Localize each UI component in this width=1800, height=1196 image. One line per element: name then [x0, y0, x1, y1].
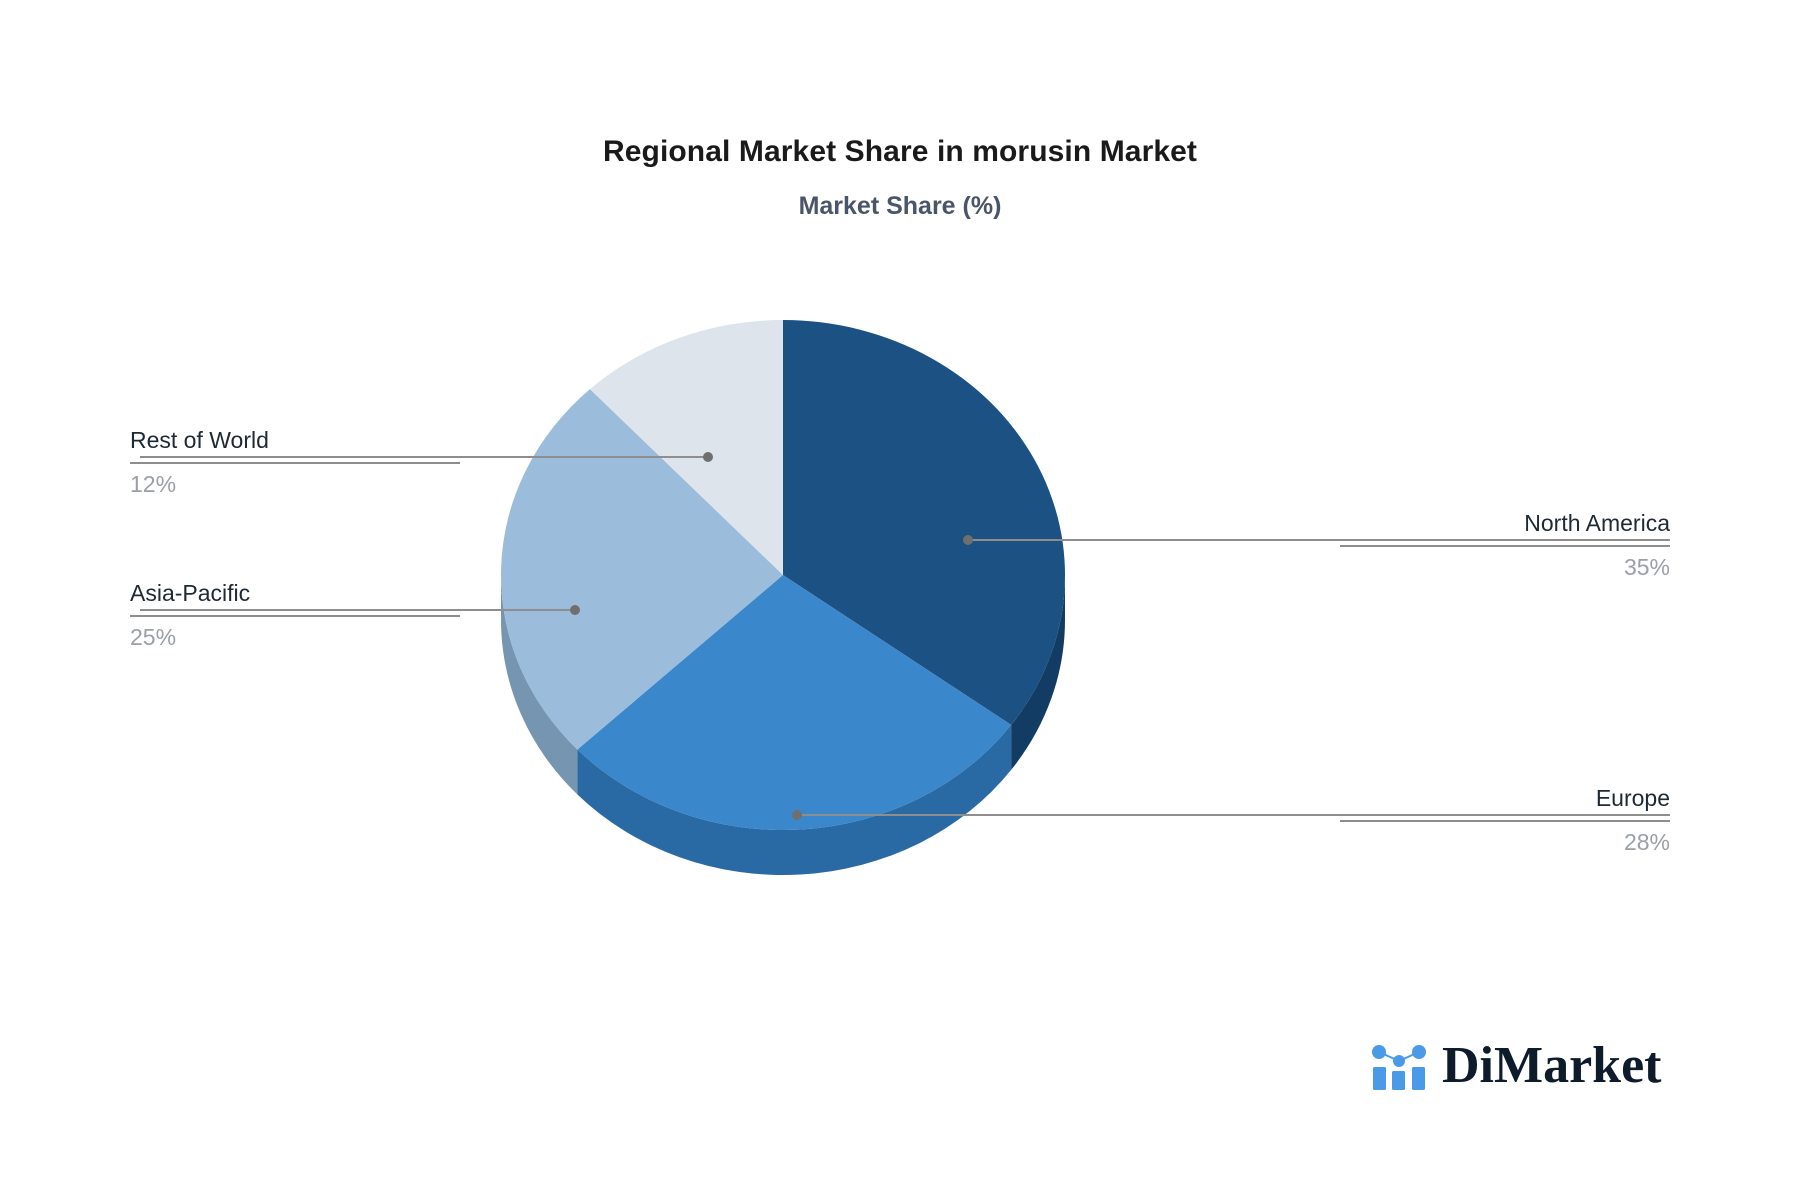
callout-label: North America: [1524, 510, 1670, 536]
pie-slice-rest-of-world: [589, 320, 783, 575]
callout-divider: [1340, 820, 1670, 822]
callout-rest-of-world: Rest of World 12%: [130, 425, 460, 499]
pie-slice-side-north-america: [1011, 575, 1065, 770]
callout-divider: [130, 615, 460, 617]
bar-chart-dots-icon: [1372, 1045, 1426, 1090]
callout-label: Europe: [1595, 785, 1670, 811]
leader-dot-europe: [792, 810, 802, 820]
leader-dot-asia-pacific: [570, 605, 580, 615]
pie-slice-side-europe: [577, 724, 1012, 876]
leader-dot-rest-of-world: [703, 452, 713, 462]
logo-wordmark: DiMarket: [1442, 1037, 1662, 1094]
callout-asia-pacific: Asia-Pacific 25%: [130, 578, 460, 652]
page-title: Regional Market Share in morusin Market: [602, 135, 1198, 168]
callout-europe: Europe 28%: [1340, 783, 1670, 857]
dimarket-logo: DiMarket: [1370, 1040, 1661, 1092]
callout-value: 12%: [130, 471, 177, 497]
callout-value: 25%: [130, 624, 177, 650]
pie-slice-asia-pacific: [500, 389, 783, 750]
callout-divider: [130, 462, 460, 464]
callout-label: Asia-Pacific: [130, 580, 251, 606]
callout-north-america: North America 35%: [1340, 508, 1670, 582]
callout-divider: [1340, 545, 1670, 547]
callout-label: Rest of World: [130, 427, 269, 453]
callout-value: 28%: [1623, 829, 1670, 855]
pie-slice-side-asia-pacific: [501, 575, 578, 795]
callout-value: 35%: [1623, 554, 1670, 580]
pie-slice-north-america: [783, 320, 1065, 725]
chart-subtitle: Market Share (%): [798, 192, 1002, 220]
leader-dot-north-america: [963, 535, 973, 545]
pie-slice-europe: [577, 575, 1012, 831]
